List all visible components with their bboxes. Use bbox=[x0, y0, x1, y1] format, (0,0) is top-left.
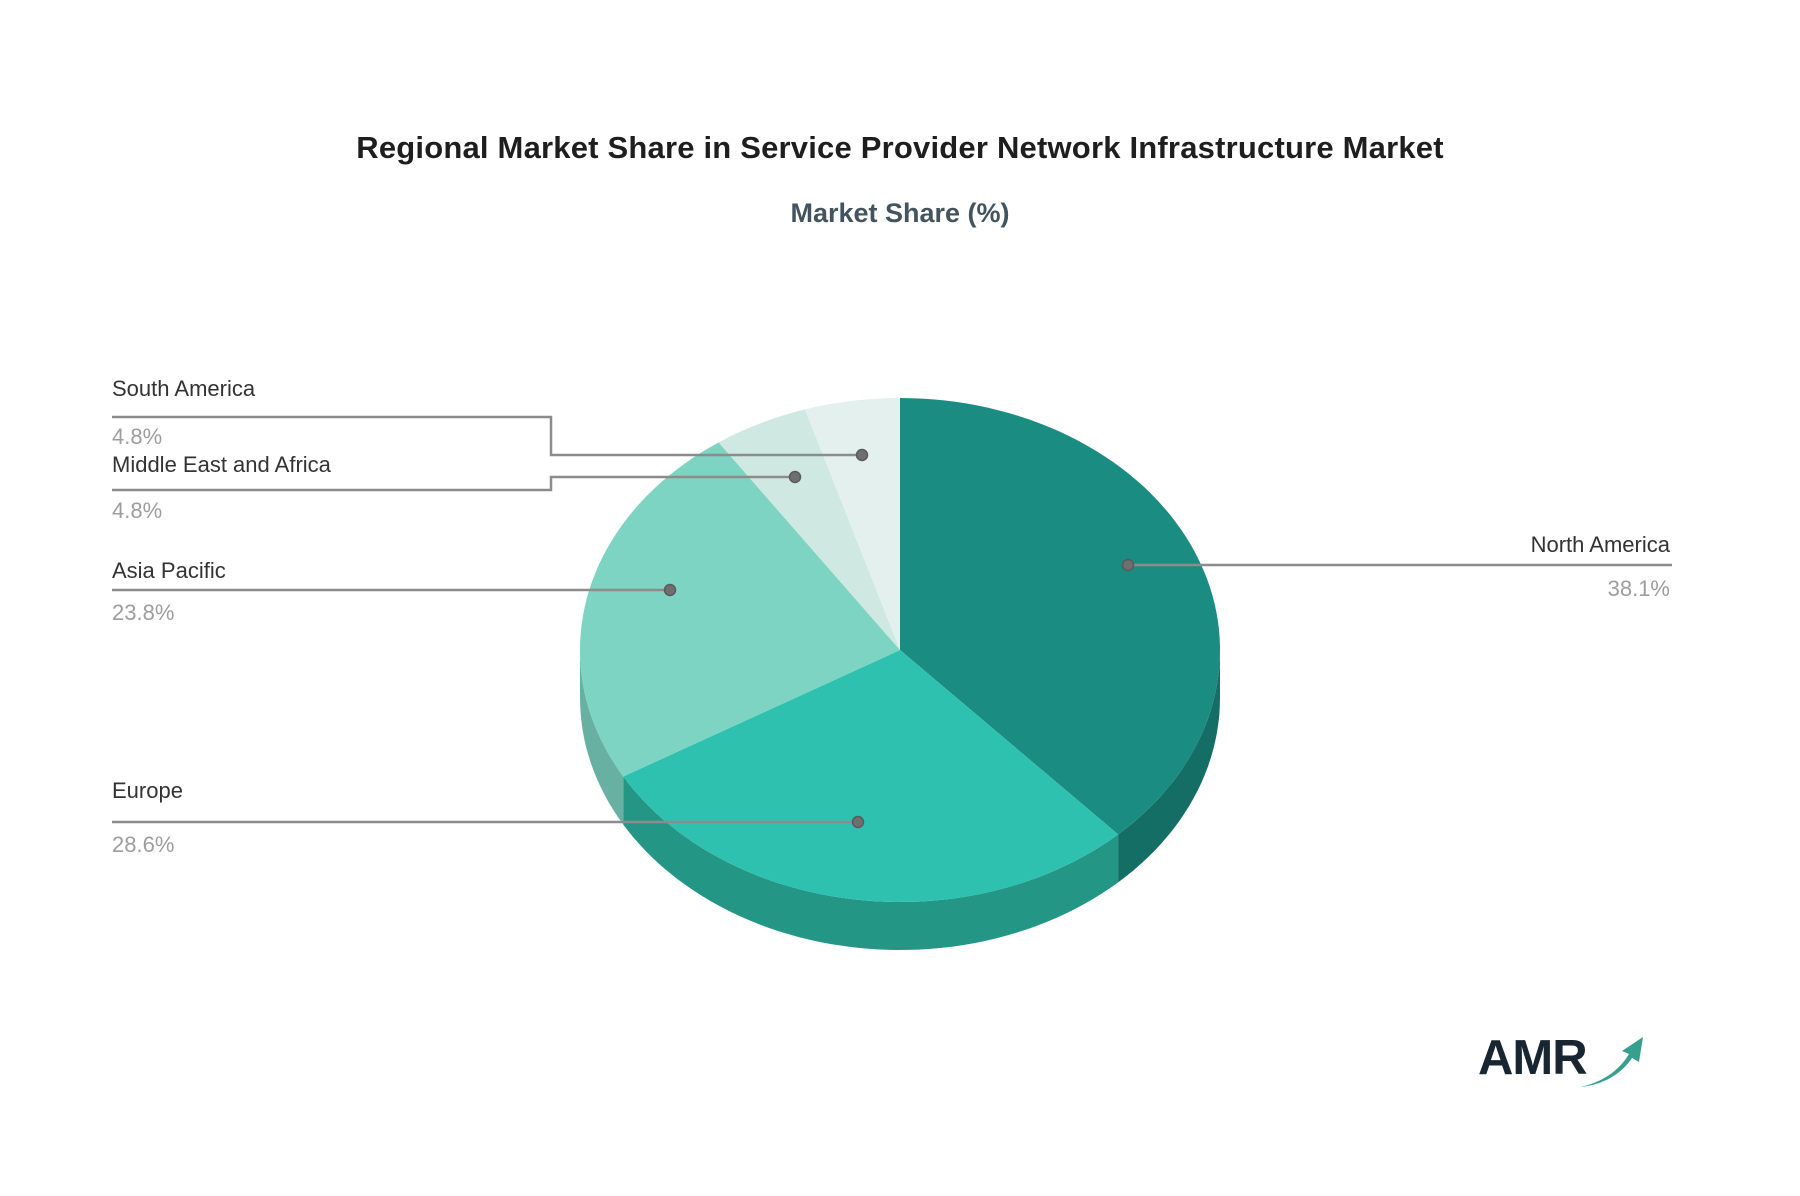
amr-logo: AMR bbox=[1478, 1031, 1645, 1092]
leader-dot-europe bbox=[851, 815, 865, 829]
amr-logo-arrow-icon bbox=[1579, 1037, 1643, 1087]
callout-value-middle-east-and-africa: 4.8% bbox=[112, 498, 163, 523]
pie-slice-side-europe bbox=[623, 776, 1119, 950]
amr-logo-text: AMR bbox=[1478, 1031, 1588, 1085]
leader-dot-north-america bbox=[1121, 558, 1135, 572]
pie-slice-north-america[interactable] bbox=[900, 398, 1220, 835]
callout-label-asia-pacific: Asia Pacific bbox=[112, 558, 226, 583]
chart-subtitle: Market Share (%) bbox=[790, 198, 1010, 228]
pie-slice-middle-east-and-africa[interactable] bbox=[718, 409, 900, 650]
chart-title: Regional Market Share in Service Provide… bbox=[356, 130, 1444, 165]
callout-label-north-america: North America bbox=[1530, 532, 1670, 557]
callout-label-middle-east-and-africa: Middle East and Africa bbox=[112, 452, 331, 477]
leader-dot-middle-east-and-africa bbox=[788, 470, 802, 484]
leader-line-middle-east-and-africa bbox=[112, 475, 790, 492]
pie-slice-asia-pacific[interactable] bbox=[580, 442, 900, 777]
callout-label-south-america: South America bbox=[112, 376, 256, 401]
pie-slice-europe[interactable] bbox=[623, 650, 1119, 902]
leader-dot-asia-pacific bbox=[663, 583, 677, 597]
callout-label-europe: Europe bbox=[112, 778, 183, 803]
pie-slice-side-asia-pacific bbox=[580, 650, 624, 825]
callout-value-south-america: 4.8% bbox=[112, 424, 163, 449]
leader-dot-south-america bbox=[855, 448, 869, 462]
pie-slice-side-north-america bbox=[1118, 650, 1220, 883]
pie-slice-south-america[interactable] bbox=[805, 398, 900, 650]
leader-line-south-america bbox=[112, 415, 857, 457]
callout-value-asia-pacific: 23.8% bbox=[112, 600, 175, 625]
callout-value-north-america: 38.1% bbox=[1607, 576, 1670, 601]
callout-value-europe: 28.6% bbox=[112, 832, 175, 857]
